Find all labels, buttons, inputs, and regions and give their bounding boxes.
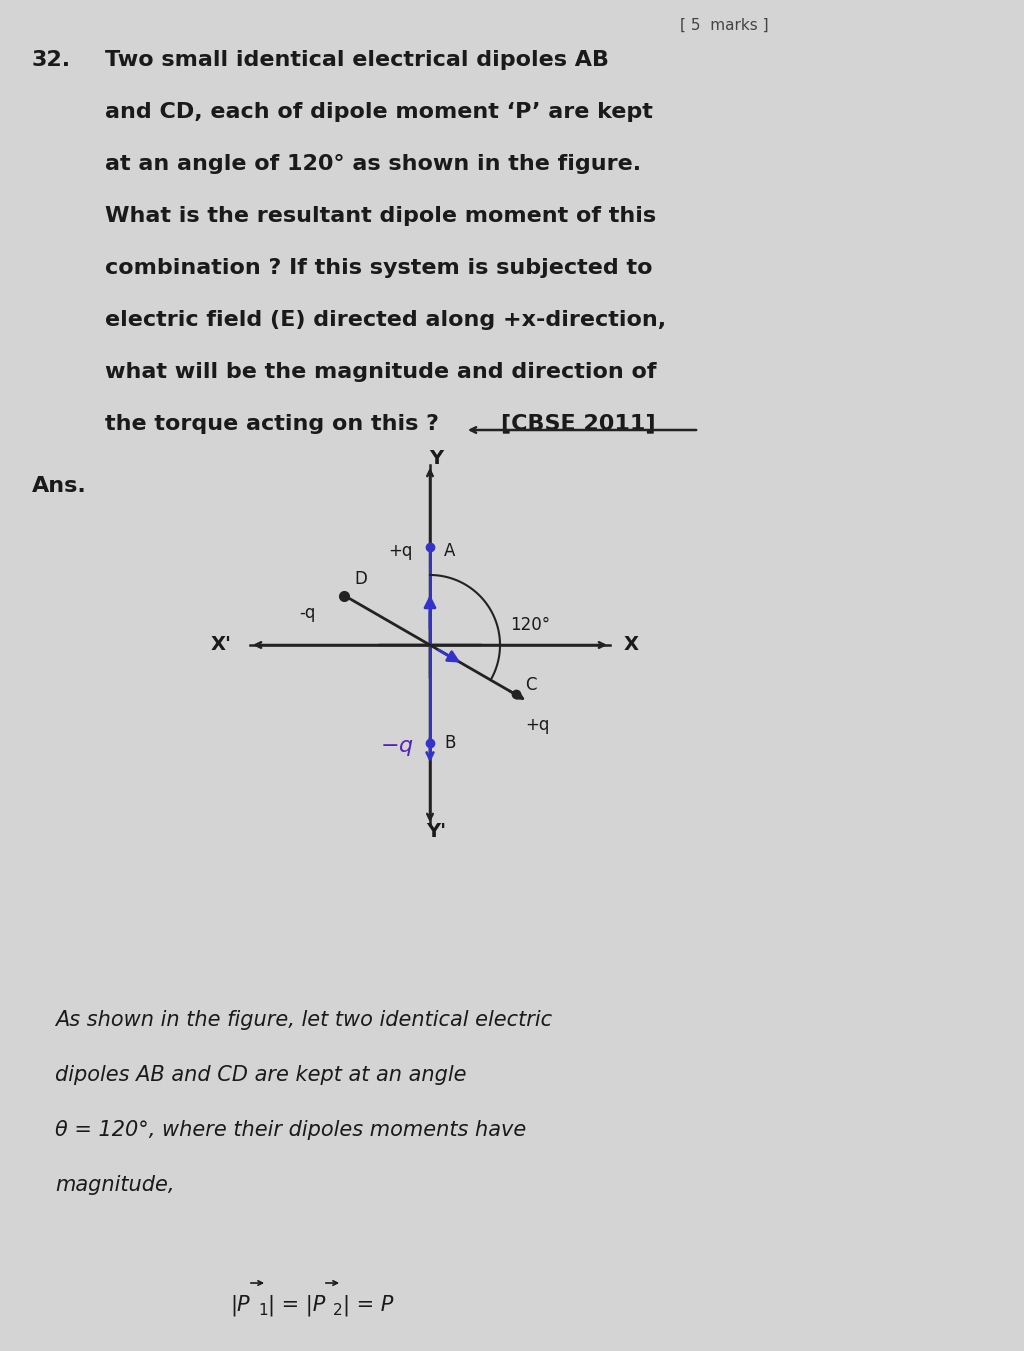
Text: D: D (354, 570, 368, 588)
Text: $-q$: $-q$ (380, 738, 414, 758)
Text: Y': Y' (426, 821, 446, 842)
Text: 2: 2 (333, 1302, 343, 1319)
Text: at an angle of 120° as shown in the figure.: at an angle of 120° as shown in the figu… (105, 154, 641, 174)
Text: magnitude,: magnitude, (55, 1175, 174, 1196)
Text: 120°: 120° (510, 616, 550, 634)
Text: Two small identical electrical dipoles AB: Two small identical electrical dipoles A… (105, 50, 609, 70)
Text: dipoles AB and CD are kept at an angle: dipoles AB and CD are kept at an angle (55, 1065, 467, 1085)
Text: -q: -q (299, 604, 315, 621)
Text: what will be the magnitude and direction of: what will be the magnitude and direction… (105, 362, 656, 382)
Text: As shown in the figure, let two identical electric: As shown in the figure, let two identica… (55, 1011, 552, 1029)
Text: X: X (624, 635, 639, 654)
Text: |P: |P (230, 1296, 250, 1316)
Text: 1: 1 (258, 1302, 267, 1319)
Text: | = |P: | = |P (268, 1296, 326, 1316)
Text: 32.: 32. (32, 50, 71, 70)
Text: electric field (E) directed along +x-direction,: electric field (E) directed along +x-dir… (105, 309, 667, 330)
Text: +q: +q (388, 542, 413, 561)
Text: B: B (444, 734, 456, 753)
Text: [ 5  marks ]: [ 5 marks ] (680, 18, 769, 32)
Text: What is the resultant dipole moment of this: What is the resultant dipole moment of t… (105, 205, 656, 226)
Text: Ans.: Ans. (32, 476, 87, 496)
Text: Y: Y (429, 449, 443, 467)
Text: A: A (444, 542, 456, 561)
Text: | = P: | = P (343, 1296, 393, 1316)
Text: C: C (525, 677, 537, 694)
Text: and CD, each of dipole moment ‘P’ are kept: and CD, each of dipole moment ‘P’ are ke… (105, 101, 653, 122)
Text: +q: +q (525, 716, 550, 735)
Text: θ = 120°, where their dipoles moments have: θ = 120°, where their dipoles moments ha… (55, 1120, 526, 1140)
Text: combination ? If this system is subjected to: combination ? If this system is subjecte… (105, 258, 652, 278)
Text: X': X' (211, 635, 232, 654)
Text: the torque acting on this ?        [CBSE 2011]: the torque acting on this ? [CBSE 2011] (105, 413, 655, 434)
